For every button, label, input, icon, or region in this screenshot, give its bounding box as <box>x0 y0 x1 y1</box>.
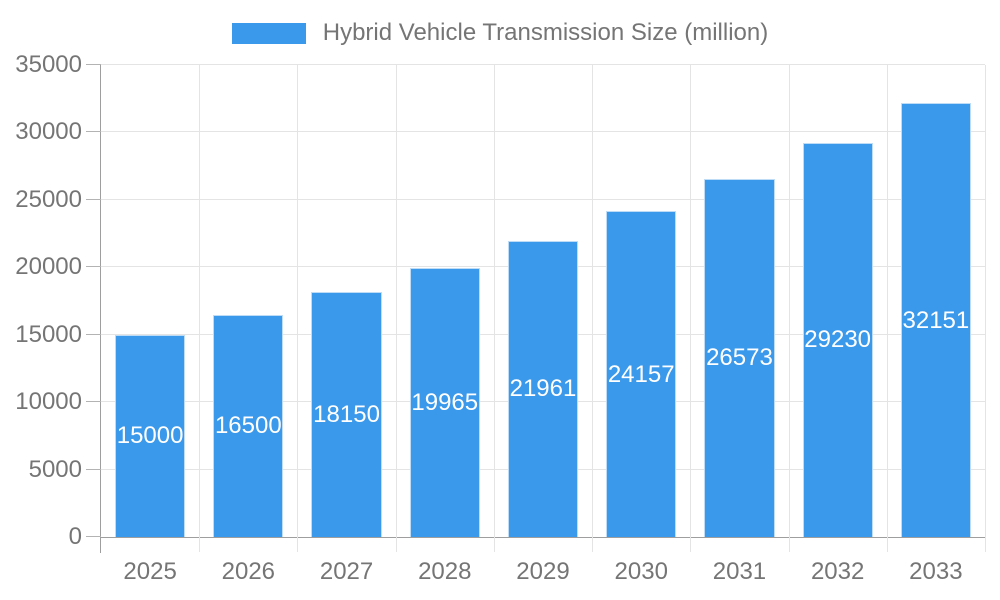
y-tick <box>86 64 101 65</box>
y-axis-label: 25000 <box>15 185 82 213</box>
bar-value-label: 32151 <box>902 306 970 334</box>
y-axis-label: 35000 <box>15 51 82 78</box>
y-tick <box>86 266 101 268</box>
x-axis-label: 2026 <box>221 558 276 585</box>
y-axis-label: 0 <box>68 523 82 550</box>
x-gridline <box>985 65 986 552</box>
y-tick <box>86 198 101 200</box>
x-gridline <box>886 65 888 552</box>
y-axis-label: 5000 <box>28 455 82 483</box>
x-axis-label: 2027 <box>319 558 374 585</box>
x-axis-label: 2029 <box>516 558 570 585</box>
x-axis-label: 2033 <box>909 558 963 585</box>
bar-2028: 19965 <box>409 267 480 537</box>
bar-value-label: 18150 <box>313 401 380 429</box>
bar-value-label: 15000 <box>116 422 184 450</box>
y-gridline <box>101 198 985 200</box>
bar-value-label: 29230 <box>804 326 872 354</box>
x-axis-label: 2032 <box>810 558 865 585</box>
y-tick <box>86 468 101 470</box>
y-tick <box>86 536 101 537</box>
legend-swatch <box>231 22 306 44</box>
y-axis-label: 10000 <box>15 388 82 416</box>
x-axis-label: 2030 <box>614 558 668 585</box>
bar-value-label: 19965 <box>411 388 479 416</box>
y-gridline <box>101 64 985 65</box>
x-axis-label: 2028 <box>418 558 472 585</box>
x-gridline <box>395 65 397 552</box>
bar-value-label: 26573 <box>706 344 773 372</box>
y-axis-label: 20000 <box>15 253 82 281</box>
x-gridline <box>199 65 201 552</box>
y-tick <box>86 131 101 133</box>
x-gridline <box>690 65 692 552</box>
bar-2026: 16500 <box>213 314 284 537</box>
y-tick <box>86 401 101 403</box>
y-axis-label: 15000 <box>15 320 82 348</box>
x-gridline <box>592 65 594 552</box>
bar-2030: 24157 <box>606 211 677 537</box>
y-axis-baseline-extension <box>100 537 101 553</box>
bar-2027: 18150 <box>311 292 382 537</box>
plot-area: 0 5000 10000 15000 20000 25000 30000 35000 15000… <box>15 53 986 584</box>
legend[interactable]: Hybrid Vehicle Transmission Size (millio… <box>0 12 1000 54</box>
y-axis-label: 30000 <box>15 118 82 146</box>
x-axis-label: 2031 <box>712 558 767 585</box>
bar-value-label: 21961 <box>509 375 577 403</box>
x-gridline <box>297 65 299 552</box>
bar-2029: 21961 <box>507 240 579 537</box>
bar-2032: 29230 <box>802 142 873 537</box>
bar-value-label: 16500 <box>214 412 282 440</box>
y-gridline <box>101 131 985 133</box>
x-gridline <box>493 65 495 552</box>
legend-label: Hybrid Vehicle Transmission Size (millio… <box>322 19 769 46</box>
bar-2033: 32151 <box>900 103 971 537</box>
bar-value-label: 24157 <box>607 360 675 388</box>
bar-2031: 26573 <box>704 178 775 537</box>
x-axis-label: 2025 <box>123 558 177 585</box>
y-tick <box>86 333 101 335</box>
x-gridline <box>788 65 790 552</box>
bar-2025: 15000 <box>114 334 186 537</box>
